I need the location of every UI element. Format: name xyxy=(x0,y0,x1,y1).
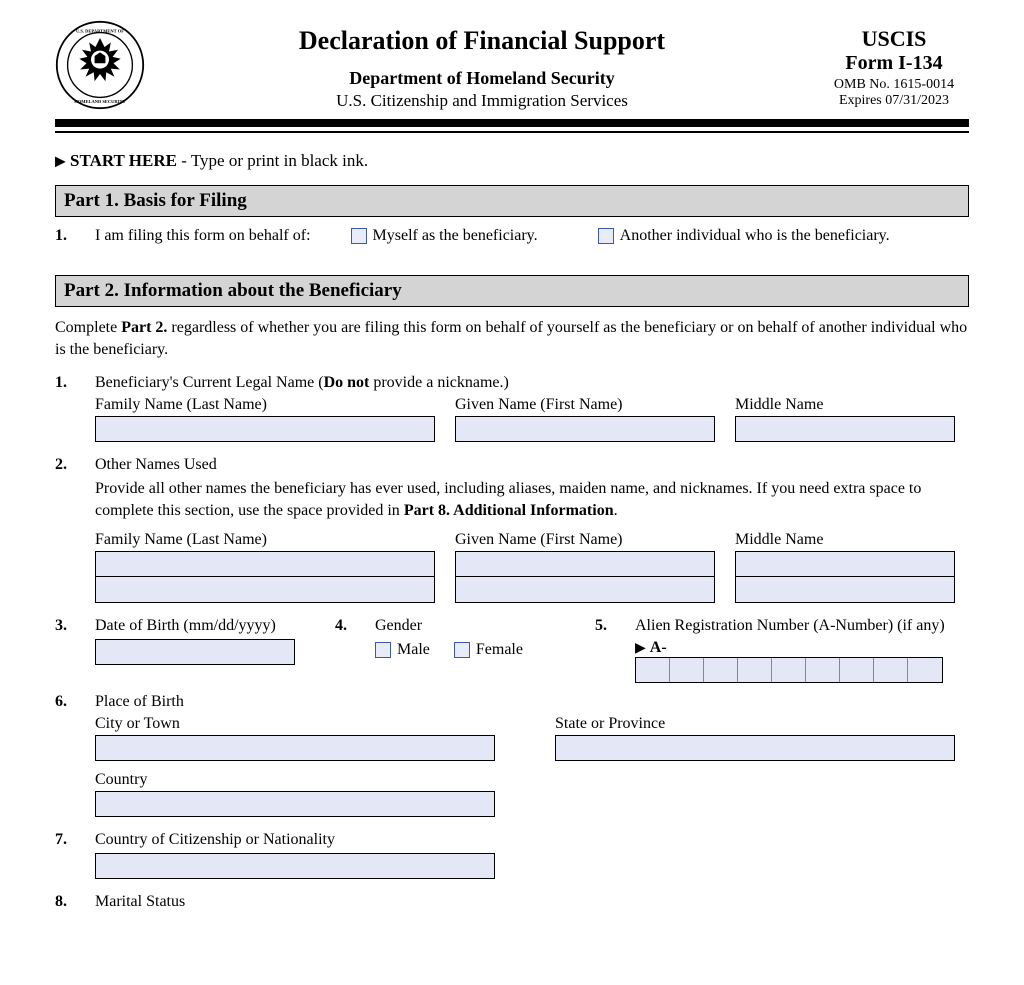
city-input[interactable] xyxy=(95,735,495,761)
part2-q7: 7. Country of Citizenship or Nationality xyxy=(55,831,969,879)
q1-fields: Family Name (Last Name) Given Name (Firs… xyxy=(95,396,969,442)
p2q6-number: 6. xyxy=(55,693,95,711)
q3-q4-q5-row: 3. Date of Birth (mm/dd/yyyy) 4. Gender … xyxy=(55,617,969,683)
q7-text: Country of Citizenship or Nationality xyxy=(95,831,969,849)
citizenship-input[interactable] xyxy=(95,853,495,879)
q8-text: Marital Status xyxy=(95,893,969,911)
q2i-post: . xyxy=(614,502,618,519)
female-label: Female xyxy=(476,641,523,659)
p2q1-number: 1. xyxy=(55,374,95,392)
q3-text: Date of Birth (mm/dd/yyyy) xyxy=(95,617,335,635)
option-another: Another individual who is the beneficiar… xyxy=(620,227,890,245)
a-prefix: A- xyxy=(650,639,667,656)
given-name-input[interactable] xyxy=(455,416,715,442)
q2-fields: Family Name (Last Name) Given Name (Firs… xyxy=(95,531,969,603)
q1-text: I am filing this form on behalf of: xyxy=(95,227,311,245)
start-here-line: ▶ START HERE - Type or print in black in… xyxy=(55,151,969,171)
part2-header: Part 2. Information about the Beneficiar… xyxy=(55,275,969,307)
instr-pre: Complete xyxy=(55,319,121,336)
expires-date: Expires 07/31/2023 xyxy=(819,93,969,109)
svg-text:U.S. DEPARTMENT OF: U.S. DEPARTMENT OF xyxy=(76,29,124,34)
state-input[interactable] xyxy=(555,735,955,761)
given-label-2: Given Name (First Name) xyxy=(455,531,715,549)
form-number: Form I-134 xyxy=(819,52,969,75)
q1-pre: Beneficiary's Current Legal Name ( xyxy=(95,374,324,391)
other-given-1[interactable] xyxy=(455,551,715,577)
other-family-2[interactable] xyxy=(95,577,435,603)
uscis-label: USCIS xyxy=(819,26,969,52)
q2-instruction: Provide all other names the beneficiary … xyxy=(95,478,969,521)
form-title: Declaration of Financial Support xyxy=(145,26,819,56)
part1-header: Part 1. Basis for Filing xyxy=(55,185,969,217)
q2i-bold: Part 8. Additional Information xyxy=(404,502,614,519)
q2-text: Other Names Used xyxy=(95,456,969,474)
p2q2-number: 2. xyxy=(55,456,95,474)
p2q3-number: 3. xyxy=(55,617,95,635)
p2q5-number: 5. xyxy=(595,617,607,634)
instr-bold: Part 2. xyxy=(121,319,167,336)
middle-label-2: Middle Name xyxy=(735,531,955,549)
q1-number: 1. xyxy=(55,227,95,245)
part2-q6: 6. Place of Birth xyxy=(55,693,969,711)
p2q7-number: 7. xyxy=(55,831,95,849)
dob-input[interactable] xyxy=(95,639,295,665)
q6-text: Place of Birth xyxy=(95,693,969,711)
checkbox-myself[interactable] xyxy=(351,228,367,244)
q6-fields: City or Town State or Province Country xyxy=(95,715,969,817)
other-middle-1[interactable] xyxy=(735,551,955,577)
q1-bold: Do not xyxy=(324,374,370,391)
middle-name-input[interactable] xyxy=(735,416,955,442)
other-given-2[interactable] xyxy=(455,577,715,603)
part2-q1: 1. Beneficiary's Current Legal Name (Do … xyxy=(55,374,969,392)
dhs-seal-icon: U.S. DEPARTMENT OF HOMELAND SECURITY xyxy=(55,20,145,110)
a-number-input[interactable] xyxy=(635,657,943,683)
q1-post: provide a nickname.) xyxy=(369,374,509,391)
header-rule xyxy=(55,119,969,133)
checkbox-male[interactable] xyxy=(375,642,391,658)
family-label-2: Family Name (Last Name) xyxy=(95,531,435,549)
checkbox-another[interactable] xyxy=(598,228,614,244)
q5-text: Alien Registration Number (A-Number) (if… xyxy=(635,617,969,635)
part1-q1: 1. I am filing this form on behalf of: M… xyxy=(55,227,969,245)
p2q8-number: 8. xyxy=(55,893,95,911)
header-right: USCIS Form I-134 OMB No. 1615-0014 Expir… xyxy=(819,20,969,109)
part2-q8: 8. Marital Status xyxy=(55,893,969,911)
city-label: City or Town xyxy=(95,715,495,733)
family-name-input[interactable] xyxy=(95,416,435,442)
other-middle-2[interactable] xyxy=(735,577,955,603)
given-label: Given Name (First Name) xyxy=(455,396,715,414)
start-here-rest: - Type or print in black ink. xyxy=(177,151,368,170)
agency-name: U.S. Citizenship and Immigration Service… xyxy=(145,91,819,111)
department-name: Department of Homeland Security xyxy=(145,68,819,89)
start-here-bold: START HERE xyxy=(70,151,177,170)
part2-instruction: Complete Part 2. regardless of whether y… xyxy=(55,317,969,360)
form-header: U.S. DEPARTMENT OF HOMELAND SECURITY Dec… xyxy=(55,20,969,111)
country-label: Country xyxy=(95,771,495,789)
header-center: Declaration of Financial Support Departm… xyxy=(145,20,819,111)
part2-q2: 2. Other Names Used xyxy=(55,456,969,474)
omb-number: OMB No. 1615-0014 xyxy=(819,77,969,93)
other-family-1[interactable] xyxy=(95,551,435,577)
state-label: State or Province xyxy=(555,715,955,733)
middle-label: Middle Name xyxy=(735,396,955,414)
p2q4-number: 4. xyxy=(335,617,347,634)
arrow-icon: ▶ xyxy=(55,155,66,170)
q4-text: Gender xyxy=(375,617,595,635)
family-label: Family Name (Last Name) xyxy=(95,396,435,414)
male-label: Male xyxy=(397,641,430,659)
instr-post: regardless of whether you are filing thi… xyxy=(55,319,967,358)
svg-text:HOMELAND SECURITY: HOMELAND SECURITY xyxy=(74,99,126,104)
country-input[interactable] xyxy=(95,791,495,817)
checkbox-female[interactable] xyxy=(454,642,470,658)
option-myself: Myself as the beneficiary. xyxy=(373,227,538,245)
arrow-icon-2: ▶ xyxy=(635,641,646,656)
